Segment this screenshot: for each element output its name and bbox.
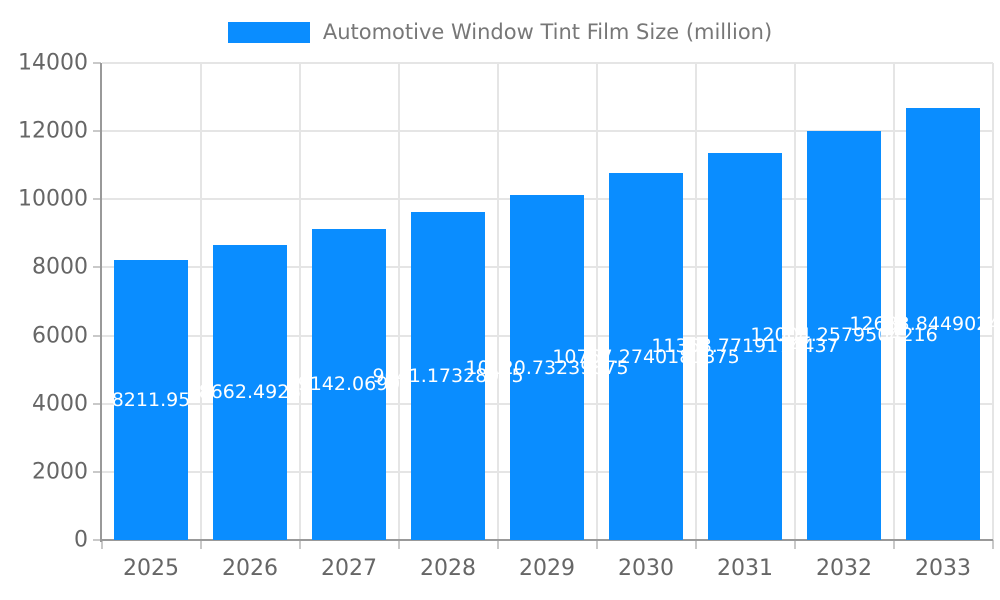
x-axis-line (101, 539, 993, 541)
y-axis-label: 0 (74, 527, 88, 553)
x-axis-label: 2033 (915, 556, 971, 581)
gridline-vertical (793, 63, 796, 540)
gridline-vertical (991, 63, 994, 540)
x-axis-tick (397, 540, 400, 549)
legend-label: Automotive Window Tint Film Size (millio… (322, 20, 773, 44)
y-axis-tick (93, 198, 101, 201)
y-axis-label: 14000 (18, 50, 88, 76)
y-axis-tick (93, 266, 101, 269)
x-axis-tick (793, 540, 796, 549)
gridline-vertical (397, 63, 400, 540)
bar[interactable] (609, 173, 683, 540)
x-axis-label: 2028 (420, 556, 476, 581)
x-axis-tick (100, 540, 103, 549)
y-axis-tick (93, 334, 101, 337)
x-axis-label: 2025 (123, 556, 179, 581)
bar[interactable] (510, 195, 584, 540)
y-axis-tick (93, 62, 101, 64)
y-axis-line (100, 63, 102, 542)
gridline-horizontal (101, 62, 993, 64)
x-axis-label: 2026 (222, 556, 278, 581)
x-axis-label: 2032 (816, 556, 872, 581)
bar[interactable] (807, 130, 881, 540)
bar[interactable] (708, 152, 782, 540)
legend-swatch (227, 21, 310, 43)
x-axis-label: 2031 (717, 556, 773, 581)
gridline-vertical (595, 63, 598, 540)
y-axis-label: 8000 (32, 254, 88, 280)
bar[interactable] (213, 244, 287, 540)
y-axis-label: 12000 (18, 118, 88, 144)
y-axis-tick (93, 539, 101, 541)
y-axis-tick (93, 470, 101, 473)
gridline-vertical (496, 63, 499, 540)
y-axis-label: 6000 (32, 323, 88, 349)
x-axis-tick (991, 540, 994, 549)
y-axis-label: 4000 (32, 391, 88, 417)
x-axis-tick (595, 540, 598, 549)
x-axis-tick (199, 540, 202, 549)
y-axis-tick (93, 130, 101, 133)
gridline-horizontal (101, 130, 993, 133)
x-axis-label: 2027 (321, 556, 377, 581)
y-axis-label: 2000 (32, 459, 88, 485)
bar[interactable] (411, 211, 485, 540)
x-axis-label: 2030 (618, 556, 674, 581)
bar[interactable] (114, 260, 188, 540)
x-axis-tick (694, 540, 697, 549)
x-axis-tick (892, 540, 895, 549)
x-axis-tick (298, 540, 301, 549)
y-axis-label: 10000 (18, 186, 88, 212)
x-axis-label: 2029 (519, 556, 575, 581)
gridline-vertical (199, 63, 202, 540)
bar[interactable] (312, 228, 386, 540)
bar[interactable] (906, 107, 980, 540)
y-axis-tick (93, 402, 101, 405)
x-axis-tick (496, 540, 499, 549)
gridline-vertical (298, 63, 301, 540)
gridline-vertical (694, 63, 697, 540)
legend-item[interactable]: Automotive Window Tint Film Size (millio… (0, 20, 1000, 44)
gridline-vertical (892, 63, 895, 540)
